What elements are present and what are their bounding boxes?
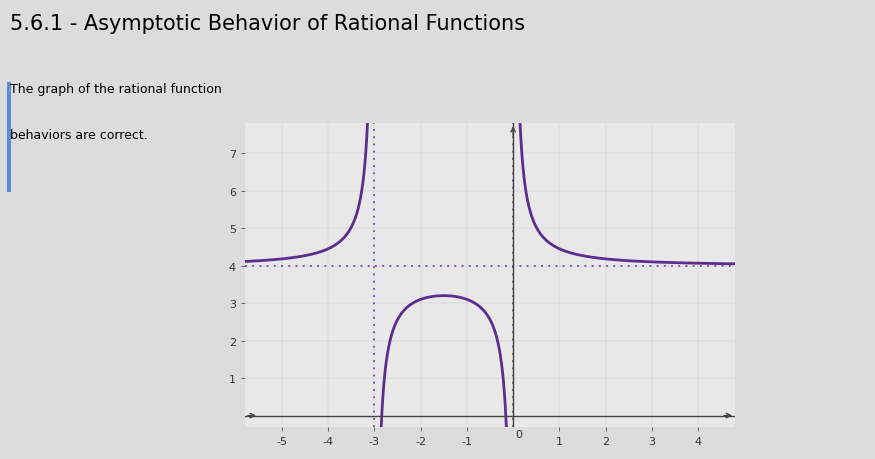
- Text: 0: 0: [515, 429, 522, 439]
- Text: behaviors are correct.: behaviors are correct.: [10, 129, 148, 141]
- Text: 5.6.1 - Asymptotic Behavior of Rational Functions: 5.6.1 - Asymptotic Behavior of Rational …: [10, 14, 526, 34]
- Text: The graph of the rational function: The graph of the rational function: [10, 83, 227, 95]
- Bar: [7, 83, 10, 193]
